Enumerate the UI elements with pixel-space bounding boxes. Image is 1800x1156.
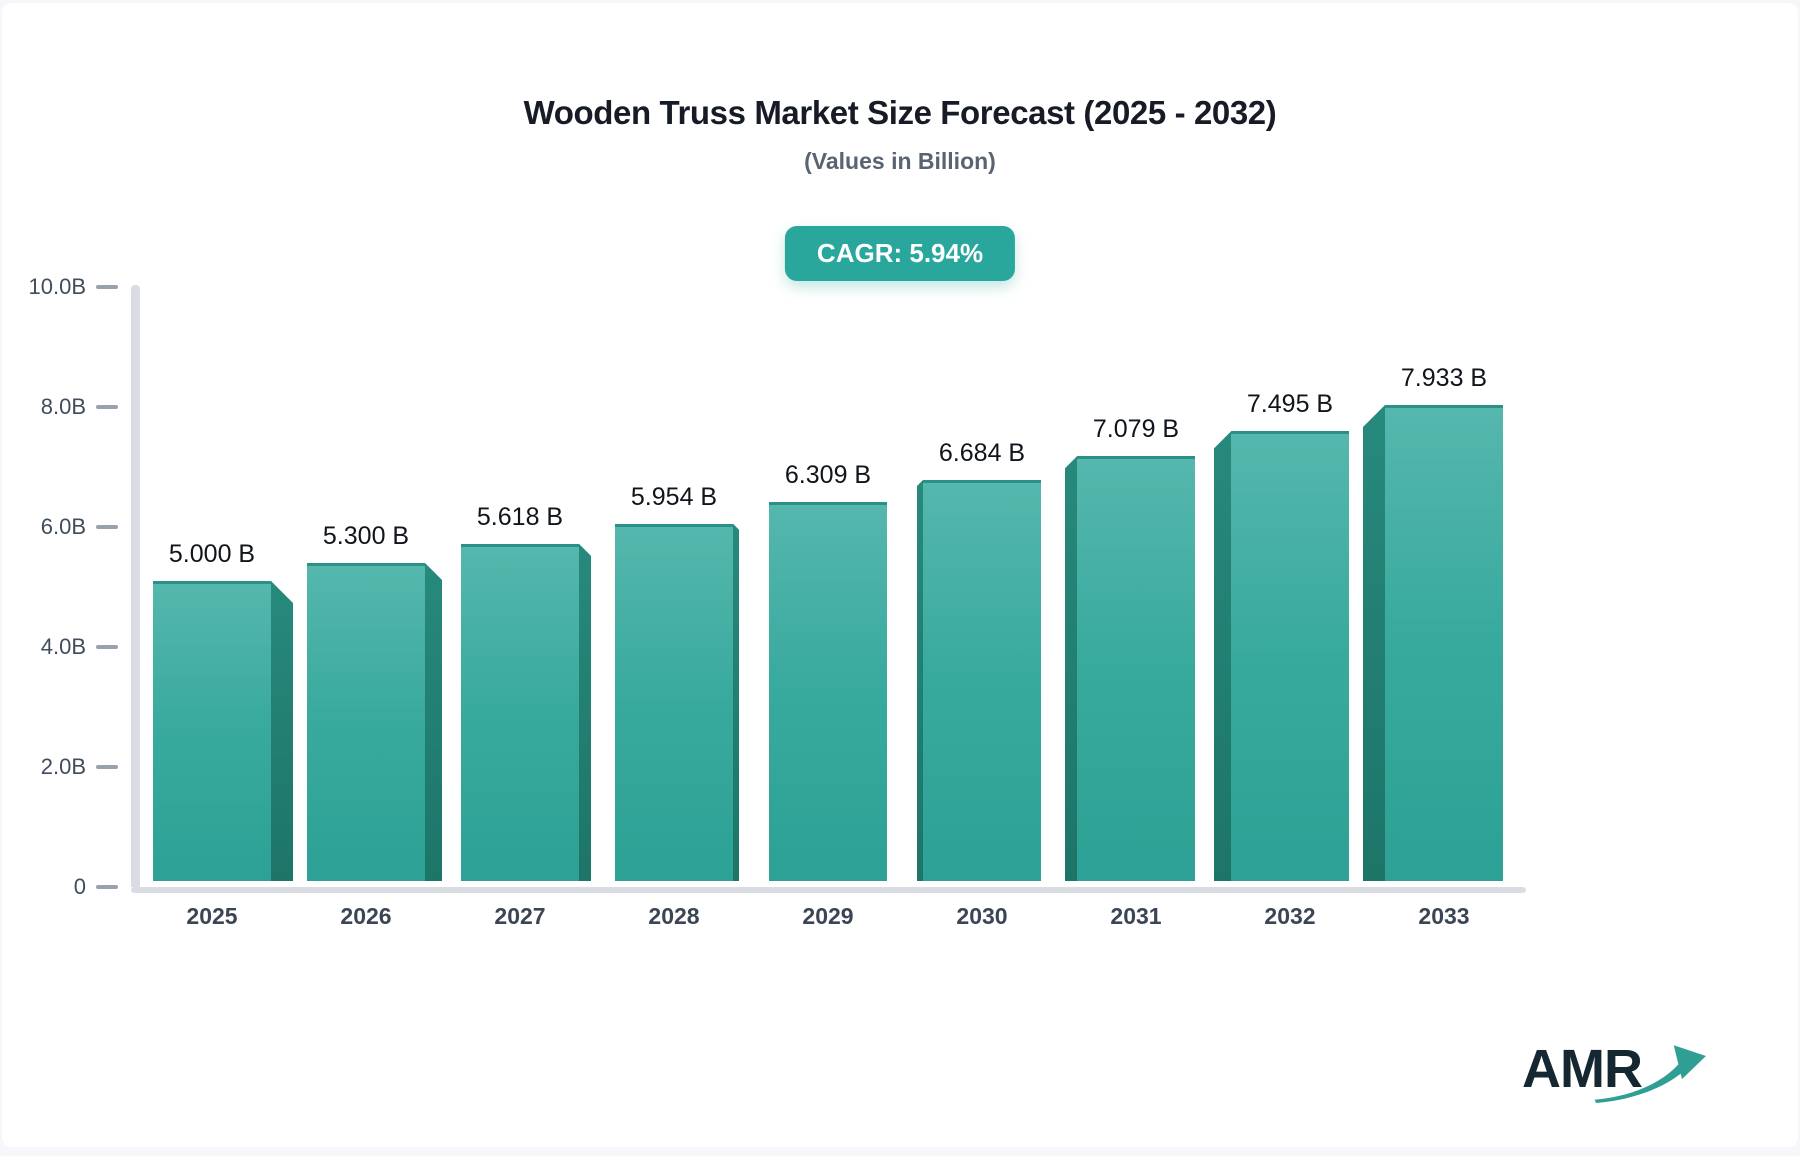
bar-side-face [733,523,739,881]
chart-subtitle: (Values in Billion) [804,148,996,174]
bar-face [461,543,579,881]
bar-face [615,523,733,881]
bar: 7.079 B [1065,415,1195,881]
bar-value-label: 5.000 B [168,540,256,568]
bar: 6.684 B [917,439,1041,881]
bar-face [307,563,425,881]
y-axis-tick-label: 4.0B [40,634,86,659]
y-axis-tick-dash [96,285,118,289]
x-axis-line [131,887,1526,893]
plot-area: 10.0B 8.0B 6.0B 4.0B 2.0B 0 5.000 B 5.300 B 5.6… [29,274,1526,929]
bar-value-label: 7.079 B [1092,415,1180,444]
y-axis-line [131,285,140,887]
bar-value-label: 5.618 B [476,502,564,531]
amr-logo-text: AMR [1522,1039,1643,1099]
x-axis-label: 2025 [186,903,238,929]
x-axis-label: 2029 [802,903,854,929]
bar: 7.495 B [1214,390,1349,881]
x-axis-label: 2027 [494,903,546,929]
bar-value-label: 7.933 B [1400,364,1488,393]
bar-value-label: 6.684 B [938,438,1026,467]
chart-title: Wooden Truss Market Size Forecast (2025 … [523,94,1277,131]
bar: 7.933 B [1363,364,1503,881]
x-axis-label: 2031 [1110,903,1162,929]
y-axis-tick-label: 6.0B [40,514,86,539]
bar: 6.309 B [769,461,887,881]
y-axis-tick-dash [96,645,118,649]
bar-side-face [271,581,293,881]
x-axis-label: 2026 [340,903,392,929]
bar-side-face [917,479,923,881]
bar-face [1231,431,1349,881]
y-axis-tick-dash [96,765,118,769]
y-axis-tick-label: 8.0B [40,394,86,419]
bar-face [1077,456,1195,881]
y-axis-tick-dash [96,405,118,409]
bar: 5.954 B [615,483,739,881]
bar-face [769,502,887,881]
y-axis-tick-label: 0 [73,874,86,899]
cagr-badge: CAGR: 5.94% [784,226,1016,281]
bar: 5.000 B [153,540,293,881]
bar-value-label: 5.300 B [322,522,410,550]
bar: 5.618 B [461,503,591,881]
bar: 5.300 B [307,522,442,881]
y-axis-tick-label: 10.0B [28,274,87,299]
x-axis-label: 2028 [648,903,700,929]
bar-side-face [579,543,591,881]
x-axis-label: 2032 [1264,903,1316,929]
x-axis-label: 2033 [1418,903,1470,929]
y-axis-tick-label: 2.0B [40,754,86,779]
bar-side-face [1065,456,1077,881]
amr-logo: AMR [1522,1036,1706,1114]
x-axis-label: 2030 [956,903,1008,929]
bar-value-label: 7.495 B [1246,390,1334,419]
bar-value-label: 5.954 B [630,482,718,511]
bar-side-face [1214,431,1231,881]
bar-face [923,479,1041,881]
y-axis-tick-dash [96,525,118,529]
y-axis-tick-dash [96,885,118,889]
bar-face [1385,405,1503,881]
bar-side-face [1363,405,1385,881]
bar-side-face [425,563,442,881]
growth-arrow-icon [1594,1045,1706,1104]
bar-value-label: 6.309 B [784,461,872,490]
bar-face [153,581,271,881]
